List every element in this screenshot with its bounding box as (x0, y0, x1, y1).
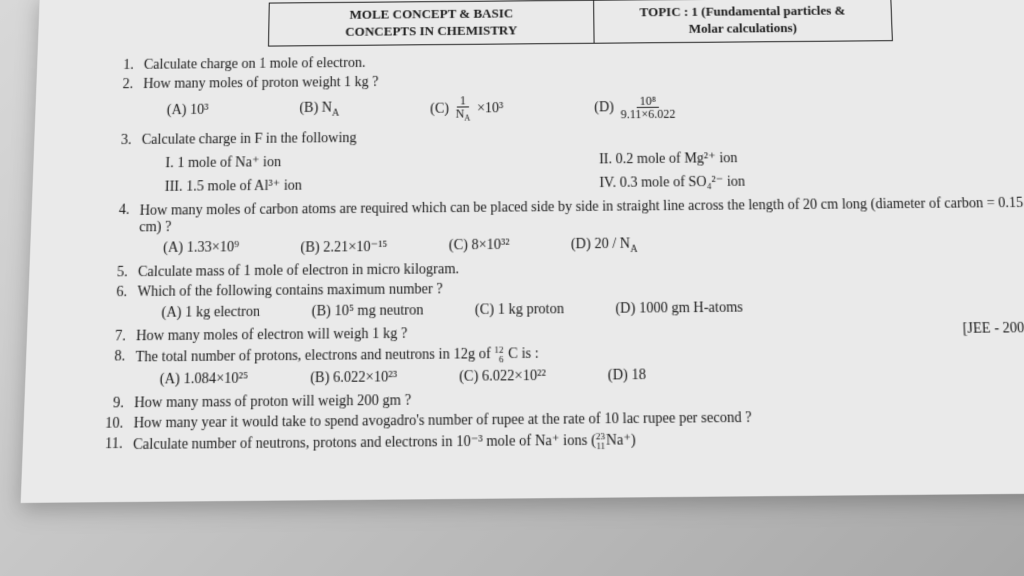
q4-text: How many moles of carbon atoms are requi… (139, 194, 1024, 236)
q3-s4: IV. 0.3 mole of SO₄²⁻ ion (599, 170, 1024, 191)
q6-optC: (C) 1 kg proton (475, 302, 564, 320)
q8-options: (A) 1.084×10²⁵ (B) 6.022×10²³ (C) 6.022×… (160, 364, 1024, 389)
q4-optA: (A) 1.33×10⁹ (163, 240, 239, 257)
q7-ref: [JEE - 2003] (962, 321, 1024, 339)
q2-options: (A) 10³ (B) NA (C) 1 NA ×10³ (D) 10⁸ 9.1… (166, 89, 1024, 126)
q6-optD: (D) 1000 gm H-atoms (615, 300, 743, 318)
q4-optD: (D) 20 / NA (571, 236, 638, 255)
q4-options: (A) 1.33×10⁹ (B) 2.21×10⁻¹⁵ (C) 8×10³² (… (163, 232, 1024, 259)
q11-num: 11. (85, 436, 133, 454)
worksheet-paper: MOLE CONCEPT & BASIC CONCEPTS IN CHEMIST… (21, 0, 1024, 503)
q6-options: (A) 1 kg electron (B) 10⁵ mg neutron (C)… (161, 298, 1024, 323)
header-left-l1: MOLE CONCEPT & BASIC (349, 5, 513, 21)
q8-optB: (B) 6.022×10²³ (310, 370, 397, 388)
q8-text: The total number of protons, electrons a… (135, 341, 1024, 369)
q5-num: 5. (91, 265, 139, 282)
q2-optA: (A) 10³ (167, 103, 209, 120)
q7-num: 7. (88, 329, 136, 346)
header-right-l2: Molar calculations) (689, 20, 797, 36)
q11-text: Calculate number of neutrons, protons an… (133, 428, 1024, 456)
q2-optC: (C) 1 NA ×10³ (430, 94, 503, 124)
q4-optC: (C) 8×10³² (449, 238, 510, 255)
q3-s2: II. 0.2 mole of Mg²⁺ ion (599, 147, 1024, 168)
q3-num: 3. (95, 132, 142, 149)
q2-num: 2. (97, 77, 144, 94)
q6-optB: (B) 10⁵ mg neutron (312, 303, 424, 321)
q8-optD: (D) 18 (608, 368, 646, 385)
q6-optA: (A) 1 kg electron (161, 305, 260, 323)
header-right: TOPIC : 1 (Fundamental particles & Molar… (594, 0, 892, 43)
question-4: 4. How many moles of carbon atoms are re… (92, 194, 1024, 237)
q8-optC: (C) 6.022×10²² (459, 369, 546, 387)
q6-num: 6. (90, 285, 138, 302)
q1-num: 1. (97, 58, 144, 75)
header-left: MOLE CONCEPT & BASIC CONCEPTS IN CHEMIST… (269, 1, 594, 46)
q8-num: 8. (88, 349, 136, 366)
header-left-l2: CONCEPTS IN CHEMISTRY (345, 22, 517, 39)
q8-optA: (A) 1.084×10²⁵ (160, 371, 249, 389)
header-right-l1: TOPIC : 1 (Fundamental particles & (640, 3, 846, 20)
q3-s1: I. 1 mole of Na⁺ ion (165, 151, 599, 172)
q3-sublist: I. 1 mole of Na⁺ ion II. 0.2 mole of Mg²… (165, 143, 1024, 198)
q4-optB: (B) 2.21×10⁻¹⁵ (300, 238, 387, 256)
q10-num: 10. (86, 416, 134, 434)
header-table: MOLE CONCEPT & BASIC CONCEPTS IN CHEMIST… (268, 0, 893, 46)
q3-s3: III. 1.5 mole of Al³⁺ ion (165, 174, 600, 195)
q4-num: 4. (93, 202, 140, 219)
q2-optD: (D) 10⁸ 9.11×6.022 (594, 94, 678, 120)
q9-num: 9. (86, 396, 134, 414)
q2-optB: (B) NA (299, 101, 339, 119)
